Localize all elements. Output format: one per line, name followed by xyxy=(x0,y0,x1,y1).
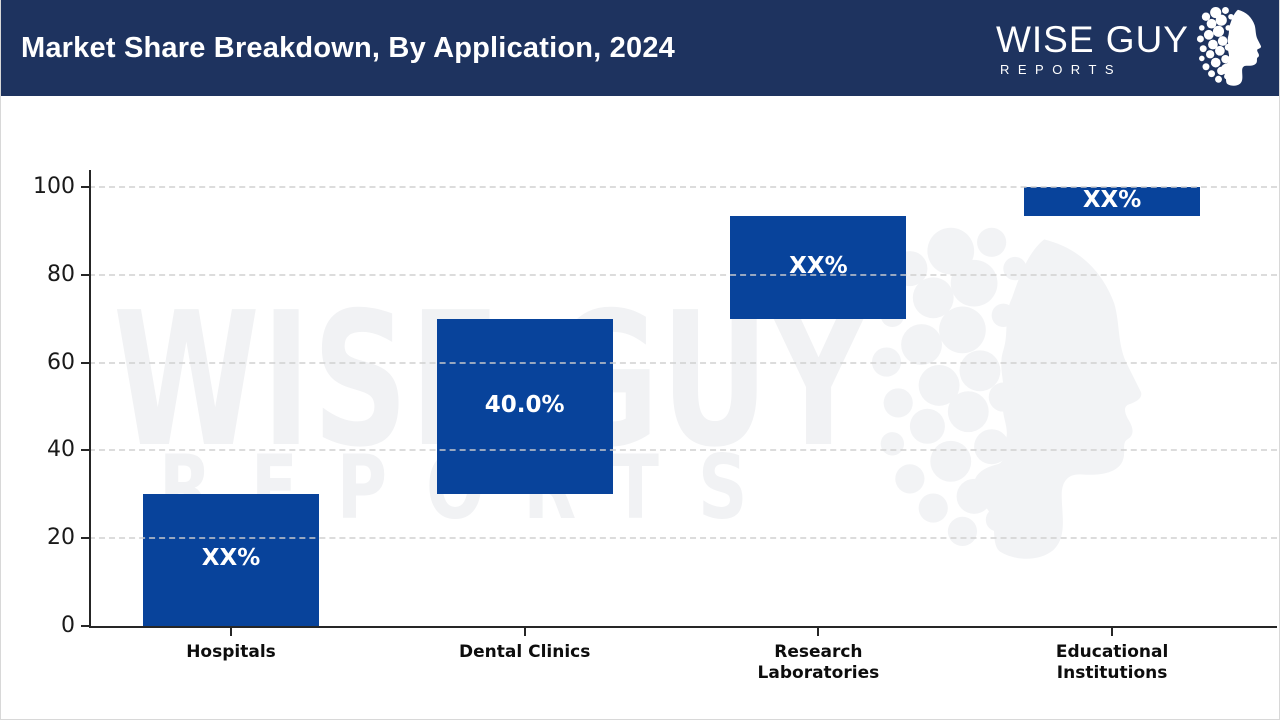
bar-value-label-research-laboratories: XX% xyxy=(789,252,848,279)
category-label-line: Research xyxy=(774,642,863,662)
logo-head-icon xyxy=(1196,7,1262,86)
y-tick-label-100: 100 xyxy=(33,174,75,199)
y-tickmark-80 xyxy=(81,273,89,276)
category-label-line: Dental Clinics xyxy=(459,642,591,662)
y-axis-line xyxy=(89,170,91,628)
bar-value-label-educational-institutions: XX% xyxy=(1082,186,1142,213)
y-tickmark-0 xyxy=(81,625,89,627)
x-tickmark-educational-institutions xyxy=(1111,628,1114,636)
bar-dental-clinics xyxy=(436,318,613,495)
x-axis-line xyxy=(89,626,1277,628)
y-tick-label-0: 0 xyxy=(61,613,75,638)
plot: 0 20 40 60 80 100 XX% Hospitals 40.0% Dental Clin… xyxy=(1,96,1279,719)
category-label-educational-institutions: Educational Institutions xyxy=(992,642,1232,684)
logo-subtext: REPORTS xyxy=(999,61,1123,77)
chart-area: WISE GUY REPORTS 020406080100XX%Hospital… xyxy=(1,96,1279,719)
bar-educational-institutions xyxy=(1024,187,1201,217)
bar-value-label-dental-clinics: 40.0% xyxy=(484,391,565,418)
gridline-20 xyxy=(89,537,1277,540)
y-tick-label-20: 20 xyxy=(47,525,75,551)
y-tickmark-40 xyxy=(81,449,89,452)
y-tick-label-40: 40 xyxy=(47,437,75,463)
logo-text: WISE GUY REPORTS xyxy=(996,21,1189,76)
gridline-80 xyxy=(89,273,1277,276)
gridline-40 xyxy=(89,449,1277,452)
category-label-dental-clinics: Dental Clinics xyxy=(405,642,645,663)
y-tickmark-60 xyxy=(81,361,89,364)
category-label-line: Laboratories xyxy=(757,663,880,683)
y-tick-label-60: 60 xyxy=(47,349,75,375)
gridline-60 xyxy=(89,361,1277,364)
x-tickmark-research-laboratories xyxy=(817,628,820,636)
bar-hospitals xyxy=(143,494,319,626)
category-label-line: Hospitals xyxy=(186,642,276,662)
category-label-line: Institutions xyxy=(1056,663,1168,683)
y-tick-label-80: 80 xyxy=(47,261,75,287)
wise-guy-logo: WISE GUY REPORTS xyxy=(996,7,1267,89)
header: Market Share Breakdown, By Application, … xyxy=(1,0,1279,96)
gridline-100 xyxy=(89,186,1277,188)
category-label-research-laboratories: Research Laboratories xyxy=(698,642,938,684)
category-label-line: Educational xyxy=(1055,642,1169,662)
category-label-hospitals: Hospitals xyxy=(111,642,351,663)
y-tickmark-100 xyxy=(81,186,89,188)
bar-value-label-hospitals: XX% xyxy=(201,545,261,572)
x-tickmark-dental-clinics xyxy=(523,628,526,636)
x-tickmark-hospitals xyxy=(230,628,232,636)
logo-wordmark: WISE GUY xyxy=(995,18,1189,60)
chart-title: Market Share Breakdown, By Application, … xyxy=(21,31,675,64)
y-tickmark-20 xyxy=(81,537,89,540)
